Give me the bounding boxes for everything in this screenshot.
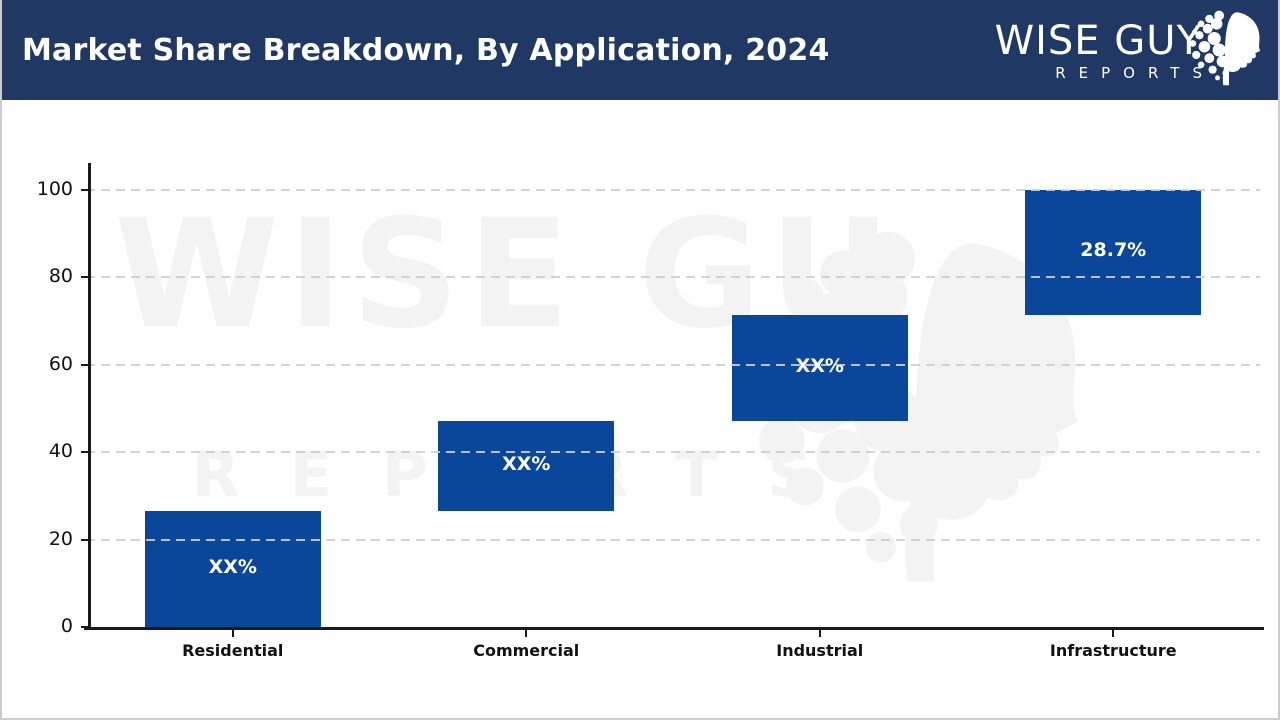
bar-value-label: XX% <box>795 354 844 377</box>
bar-industrial <box>731 315 908 421</box>
wiseguy-logo: WISE GUY REPORTS <box>995 6 1270 94</box>
chart-header: Market Share Breakdown, By Application, … <box>2 0 1278 100</box>
y-tick-label: 20 <box>48 527 73 550</box>
y-gridline <box>86 188 1260 191</box>
y-gridline <box>86 276 1260 278</box>
page-title: Market Share Breakdown, By Application, … <box>22 32 830 68</box>
x-axis-line <box>84 627 1264 630</box>
x-tick <box>525 629 528 637</box>
x-tick <box>231 629 234 637</box>
y-tick-label: 100 <box>36 177 73 200</box>
bar-value-label: XX% <box>502 452 551 475</box>
y-gridline <box>86 538 1260 541</box>
bar-infrastructure <box>1025 189 1202 316</box>
x-axis-label-industrial: Industrial <box>776 641 864 660</box>
bar-commercial <box>438 420 615 511</box>
bar-value-label: 28.7% <box>1080 239 1147 262</box>
bar-value-label: XX% <box>208 555 257 578</box>
x-axis-label-commercial: Commercial <box>473 641 580 660</box>
logo-wordmark: WISE GUY <box>994 17 1202 64</box>
y-tick <box>81 276 89 278</box>
y-tick <box>81 538 89 541</box>
y-tick-label: 0 <box>60 615 73 637</box>
y-tick <box>81 363 89 366</box>
bar-residential <box>144 510 321 627</box>
y-gridline <box>86 363 1260 366</box>
wiseguy-head-icon <box>1189 10 1261 86</box>
y-tick-label: 60 <box>48 352 73 375</box>
y-gridline <box>86 451 1260 453</box>
y-axis-line <box>88 163 91 629</box>
x-axis-label-residential: Residential <box>182 641 284 660</box>
y-tick <box>81 451 89 453</box>
x-axis-label-infrastructure: Infrastructure <box>1049 641 1177 660</box>
y-tick-label: 80 <box>48 265 73 287</box>
y-tick-label: 40 <box>48 440 73 462</box>
y-tick <box>81 188 89 191</box>
waterfall-chart: WISE GU REPORTS 020406080100XX%Residenti… <box>2 100 1278 718</box>
x-tick <box>1112 629 1115 637</box>
x-tick <box>818 629 821 637</box>
logo-subtitle: REPORTS <box>1055 63 1215 82</box>
wiseguy-logo-text: WISE GUY REPORTS <box>995 19 1202 82</box>
